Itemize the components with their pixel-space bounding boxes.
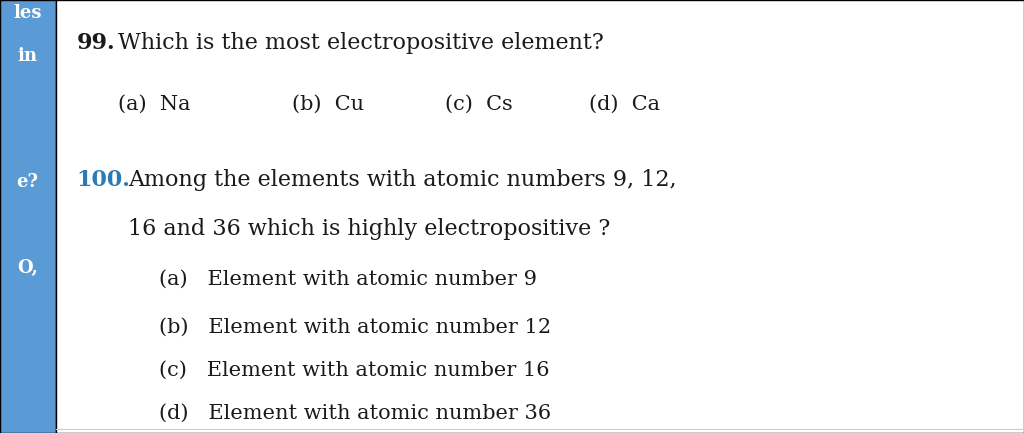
- Text: O,: O,: [17, 259, 38, 278]
- Text: 16 and 36 which is highly electropositive ?: 16 and 36 which is highly electropositiv…: [128, 219, 610, 240]
- Text: (b)  Cu: (b) Cu: [292, 94, 364, 113]
- Text: 100.: 100.: [77, 169, 131, 191]
- Text: (a)   Element with atomic number 9: (a) Element with atomic number 9: [159, 270, 537, 289]
- Text: (b)   Element with atomic number 12: (b) Element with atomic number 12: [159, 317, 551, 336]
- Text: 99.: 99.: [77, 32, 116, 54]
- Text: (c)  Cs: (c) Cs: [445, 94, 513, 113]
- Text: Which is the most electropositive element?: Which is the most electropositive elemen…: [118, 32, 603, 54]
- Text: e?: e?: [16, 173, 39, 191]
- Text: (a)  Na: (a) Na: [118, 94, 190, 113]
- Text: Among the elements with atomic numbers 9, 12,: Among the elements with atomic numbers 9…: [128, 169, 677, 191]
- FancyBboxPatch shape: [0, 0, 56, 433]
- Text: in: in: [17, 47, 38, 65]
- Text: (c)   Element with atomic number 16: (c) Element with atomic number 16: [159, 361, 549, 380]
- Text: (d)  Ca: (d) Ca: [589, 94, 659, 113]
- FancyBboxPatch shape: [56, 0, 1024, 433]
- Text: (d)   Element with atomic number 36: (d) Element with atomic number 36: [159, 404, 551, 423]
- Text: les: les: [13, 4, 42, 22]
